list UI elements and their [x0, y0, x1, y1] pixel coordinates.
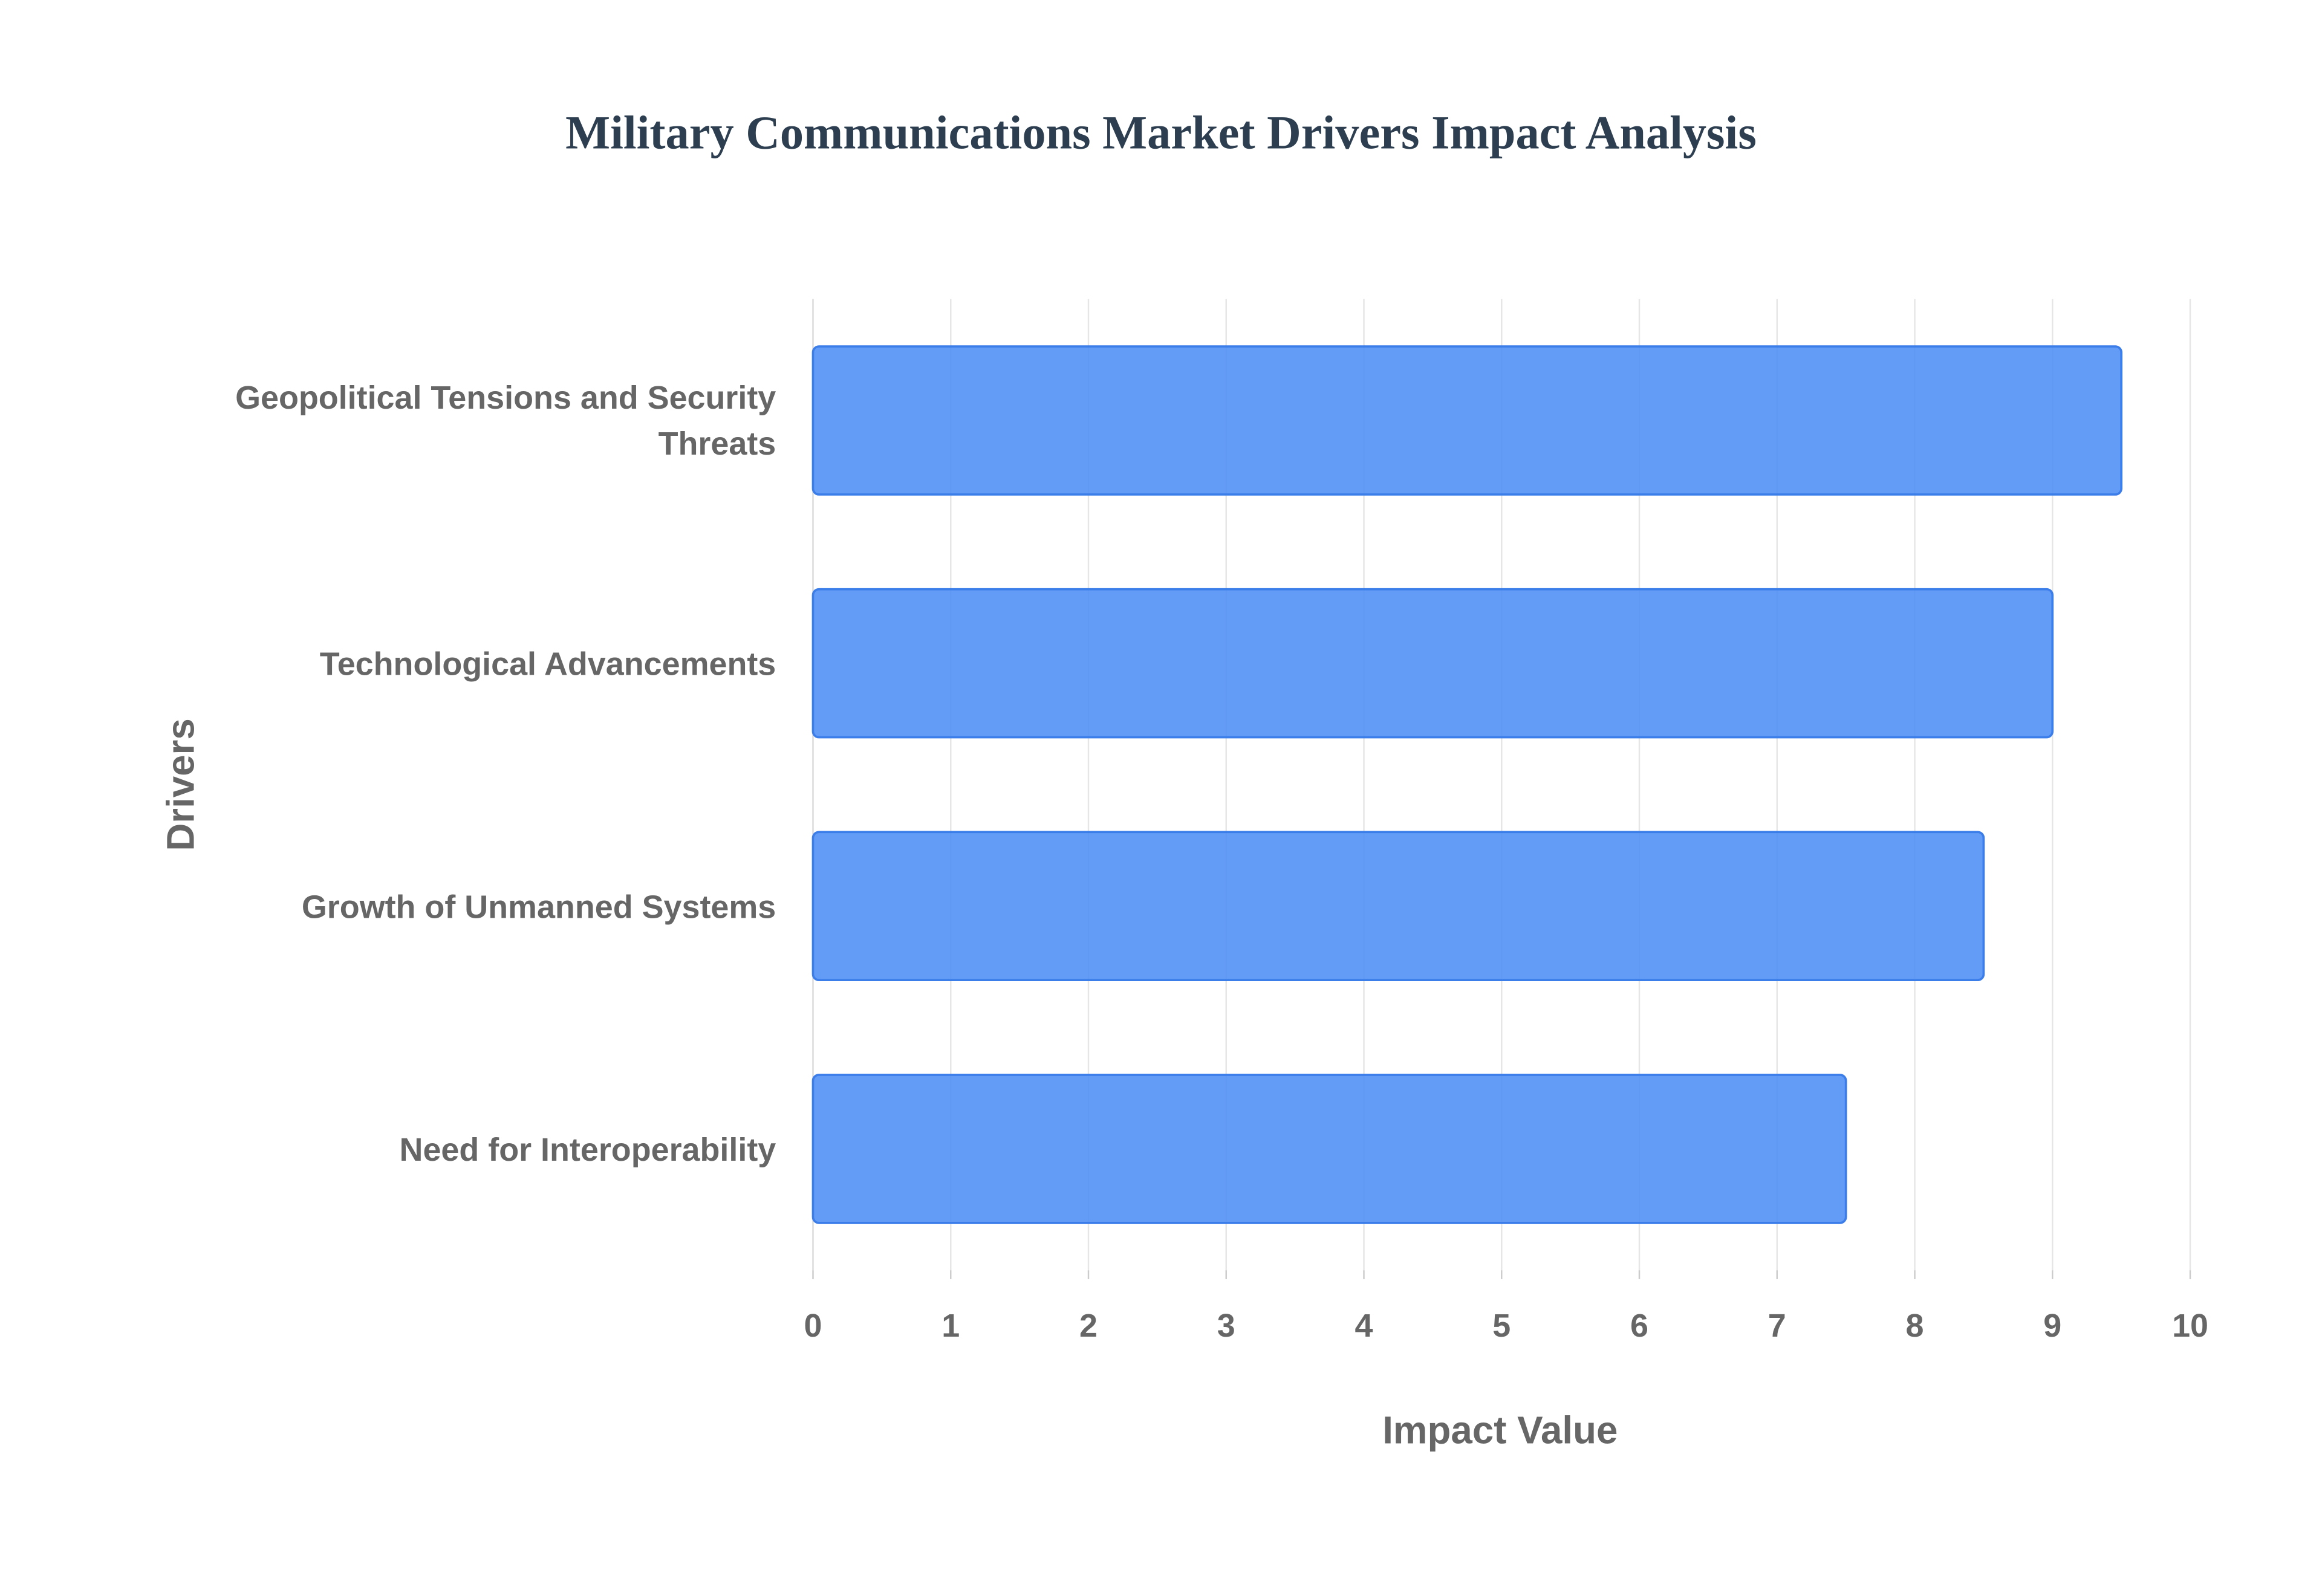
x-tick-label: 9 — [2043, 1308, 2061, 1344]
bar — [811, 588, 2054, 739]
x-tick-label: 7 — [1768, 1308, 1786, 1344]
y-tick-label-box: Geopolitical Tensions and Security Threa… — [235, 378, 776, 462]
bar — [811, 1074, 1847, 1224]
x-tick-label: 3 — [1217, 1308, 1235, 1344]
x-tick-label: 4 — [1355, 1308, 1373, 1344]
x-tick-label: 2 — [1079, 1308, 1098, 1344]
y-axis-title: Drivers — [159, 718, 202, 851]
x-tick-label: 1 — [941, 1308, 960, 1344]
y-tick-label-box: Technological Advancements — [319, 644, 776, 682]
y-tick-label: Need for Interoperability — [399, 1130, 776, 1168]
y-tick-label: Technological Advancements — [319, 644, 776, 682]
x-tick-label: 10 — [2172, 1308, 2208, 1344]
bar — [811, 831, 1985, 982]
y-tick-label-box: Growth of Unmanned Systems — [301, 887, 776, 925]
chart-title: Military Communications Market Drivers I… — [565, 106, 1757, 159]
x-tick-label: 6 — [1630, 1308, 1648, 1344]
x-axis-title: Impact Value — [1382, 1409, 1618, 1452]
x-tick-label: 5 — [1492, 1308, 1511, 1344]
x-tick-label: 0 — [804, 1308, 822, 1344]
y-tick-label: Geopolitical Tensions and Security Threa… — [235, 378, 776, 462]
bar — [811, 345, 2122, 496]
y-tick-label: Growth of Unmanned Systems — [301, 887, 776, 925]
x-tick-label: 8 — [1906, 1308, 1924, 1344]
y-tick-label-box: Need for Interoperability — [399, 1130, 776, 1168]
